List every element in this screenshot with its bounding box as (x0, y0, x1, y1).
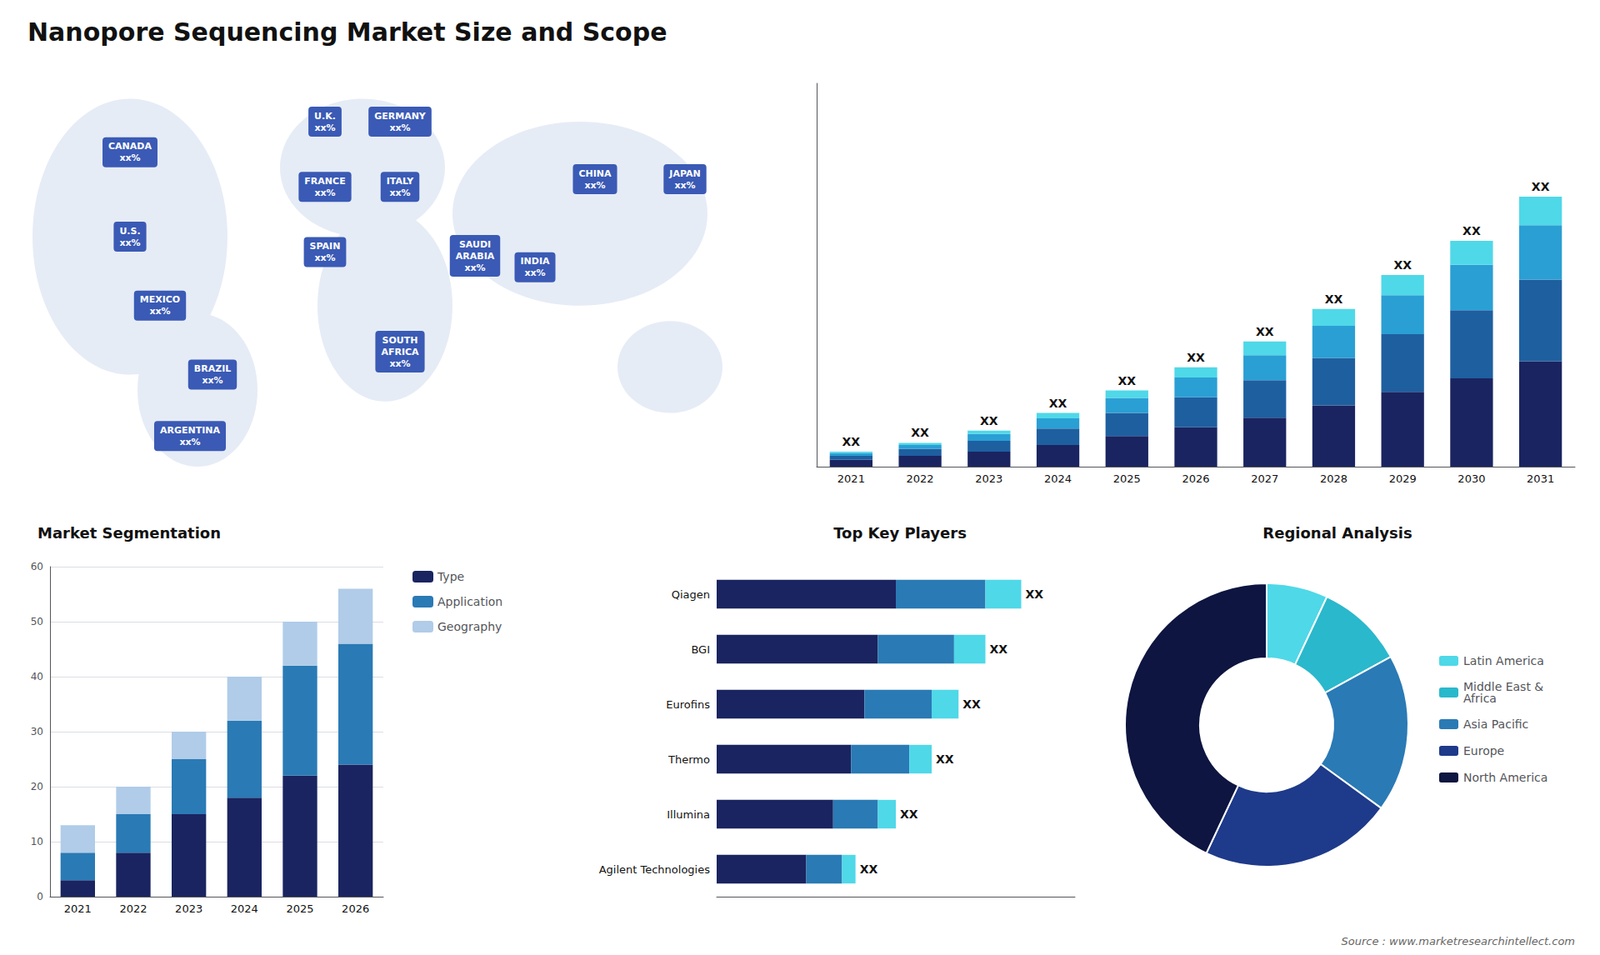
svg-text:60: 60 (30, 560, 44, 573)
svg-text:xx%: xx% (389, 122, 410, 134)
svg-text:ARABIA: ARABIA (455, 250, 495, 262)
svg-text:2025: 2025 (285, 902, 314, 915)
svg-text:XX: XX (1531, 180, 1550, 194)
svg-text:2024: 2024 (1044, 472, 1072, 485)
svg-text:xx%: xx% (314, 122, 335, 134)
svg-text:XX: XX (910, 425, 930, 440)
svg-text:xx%: xx% (119, 152, 140, 164)
svg-text:Agilent Technologies: Agilent Technologies (599, 863, 711, 876)
svg-text:xx%: xx% (149, 305, 170, 317)
svg-text:FRANCE: FRANCE (304, 175, 345, 187)
svg-text:XX: XX (842, 435, 861, 449)
svg-text:Latin America: Latin America (1463, 654, 1545, 668)
svg-text:XX: XX (860, 862, 879, 876)
svg-text:2026: 2026 (1181, 472, 1210, 485)
svg-text:XX: XX (1325, 292, 1344, 306)
svg-text:xx%: xx% (464, 262, 485, 274)
svg-text:North America: North America (1463, 770, 1548, 785)
svg-text:XX: XX (1462, 224, 1481, 238)
svg-text:30: 30 (30, 725, 44, 738)
svg-text:2031: 2031 (1526, 472, 1555, 485)
svg-text:Europe: Europe (1463, 744, 1505, 758)
svg-text:xx%: xx% (201, 375, 223, 386)
svg-text:Middle East &: Middle East & (1463, 680, 1544, 694)
svg-text:BRAZIL: BRAZIL (194, 363, 231, 375)
svg-text:XX: XX (1049, 396, 1068, 410)
svg-text:Type: Type (436, 570, 465, 584)
svg-text:Asia Pacific: Asia Pacific (1463, 717, 1529, 731)
svg-text:Source : www.marketresearchint: Source : www.marketresearchintellect.com (1341, 935, 1576, 948)
svg-text:Regional Analysis: Regional Analysis (1262, 524, 1412, 542)
svg-text:XX: XX (935, 752, 955, 766)
svg-text:2030: 2030 (1457, 472, 1485, 485)
svg-text:xx%: xx% (314, 187, 335, 199)
svg-text:Eurofins: Eurofins (665, 698, 710, 711)
svg-text:XX: XX (1025, 587, 1045, 601)
svg-text:SAUDI: SAUDI (459, 239, 491, 250)
svg-text:2027: 2027 (1250, 472, 1279, 485)
svg-text:Qiagen: Qiagen (671, 588, 710, 601)
svg-text:xx%: xx% (389, 358, 410, 370)
svg-text:Top Key Players: Top Key Players (833, 524, 967, 542)
svg-text:XX: XX (1117, 374, 1136, 388)
svg-text:U.K.: U.K. (314, 110, 336, 122)
svg-text:Thermo: Thermo (667, 753, 710, 766)
svg-text:Nanopore Sequencing Market Siz: Nanopore Sequencing Market Size and Scop… (27, 17, 667, 47)
svg-text:CANADA: CANADA (108, 140, 152, 152)
svg-text:MEXICO: MEXICO (140, 294, 180, 305)
svg-text:JAPAN: JAPAN (668, 168, 700, 180)
svg-text:2029: 2029 (1389, 472, 1417, 485)
svg-text:2021: 2021 (837, 472, 865, 485)
svg-text:ARGENTINA: ARGENTINA (160, 425, 221, 436)
svg-text:40: 40 (30, 670, 44, 683)
svg-text:CHINA: CHINA (578, 168, 612, 180)
svg-text:BGI: BGI (690, 643, 710, 656)
svg-text:2023: 2023 (175, 902, 203, 915)
svg-text:2023: 2023 (975, 472, 1003, 485)
svg-text:Market Segmentation: Market Segmentation (37, 524, 221, 542)
svg-text:50: 50 (30, 615, 44, 628)
svg-text:SPAIN: SPAIN (310, 240, 341, 252)
svg-text:XX: XX (980, 414, 999, 428)
svg-text:2026: 2026 (341, 902, 370, 915)
svg-text:2024: 2024 (230, 902, 259, 915)
svg-text:2025: 2025 (1113, 472, 1141, 485)
svg-text:XX: XX (1255, 325, 1275, 339)
svg-text:xx%: xx% (584, 180, 605, 191)
svg-text:GERMANY: GERMANY (374, 110, 427, 122)
svg-text:10: 10 (30, 835, 44, 848)
svg-text:XX: XX (990, 642, 1009, 656)
svg-text:U.S.: U.S. (119, 225, 140, 237)
svg-text:Africa: Africa (1463, 691, 1497, 705)
svg-text:xx%: xx% (389, 187, 410, 199)
svg-text:2022: 2022 (906, 472, 935, 485)
svg-text:Illumina: Illumina (666, 808, 710, 821)
svg-text:Geography: Geography (437, 620, 502, 634)
svg-text:SOUTH: SOUTH (382, 335, 419, 346)
svg-text:2021: 2021 (64, 902, 92, 915)
svg-text:XX: XX (1393, 258, 1412, 272)
svg-text:2028: 2028 (1320, 472, 1348, 485)
svg-text:2022: 2022 (119, 902, 147, 915)
svg-text:xx%: xx% (674, 180, 695, 191)
svg-text:ITALY: ITALY (386, 175, 415, 187)
svg-text:xx%: xx% (524, 267, 545, 279)
svg-text:xx%: xx% (314, 252, 335, 264)
svg-text:INDIA: INDIA (520, 255, 550, 267)
svg-text:xx%: xx% (119, 237, 140, 249)
svg-text:AFRICA: AFRICA (380, 346, 420, 358)
svg-text:0: 0 (36, 890, 44, 903)
svg-text:xx%: xx% (179, 436, 200, 448)
svg-text:XX: XX (962, 697, 981, 711)
svg-text:Application: Application (437, 595, 503, 609)
svg-text:XX: XX (1186, 350, 1205, 365)
svg-text:20: 20 (30, 780, 44, 793)
svg-text:XX: XX (900, 807, 919, 821)
